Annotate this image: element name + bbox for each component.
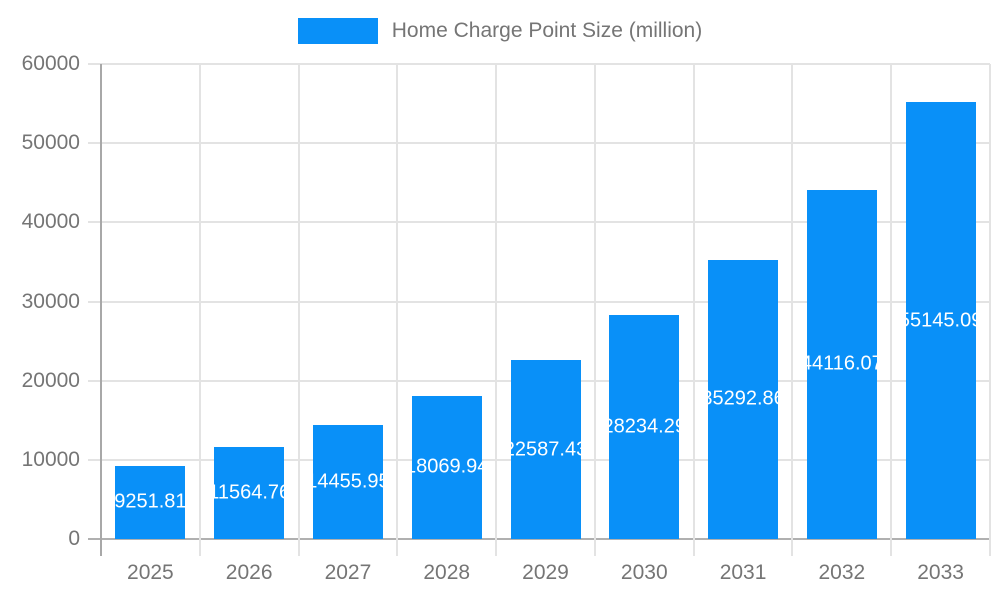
- x-axis-tick-label: 2029: [522, 561, 569, 584]
- x-axis-tick-label: 2027: [324, 561, 372, 584]
- bar-value-label: 18069.94: [412, 455, 482, 478]
- x-axis-tick-label: 2026: [225, 561, 273, 584]
- vertical-gridline: [297, 64, 300, 556]
- vertical-gridline: [890, 64, 893, 556]
- y-axis-tick-label: 50000: [21, 131, 80, 155]
- legend-swatch-icon: [297, 18, 378, 44]
- y-axis-tick-label: 30000: [21, 289, 80, 313]
- x-axis-tick-label: 2025: [127, 561, 174, 584]
- bar-value-label: 22587.43: [511, 438, 581, 461]
- horizontal-gridline: [88, 221, 990, 224]
- y-axis-tick-label: 0: [68, 527, 80, 550]
- vertical-gridline: [989, 64, 991, 556]
- vertical-gridline: [593, 64, 596, 556]
- y-axis-line: [100, 64, 102, 556]
- x-axis-tick-label: 2028: [423, 561, 471, 584]
- vertical-gridline: [396, 64, 399, 556]
- bar-value-label: 44116.07: [807, 352, 877, 375]
- bar: 55145.09: [905, 102, 976, 539]
- y-axis-tick-label: 40000: [21, 210, 80, 234]
- bar: 44116.07: [806, 189, 877, 539]
- x-axis-tick-label: 2031: [719, 561, 767, 584]
- horizontal-gridline: [88, 142, 990, 145]
- x-axis-tick-label: 2033: [917, 561, 964, 584]
- y-axis-tick-label: 20000: [21, 368, 80, 392]
- x-axis-tick-label: 2032: [818, 561, 866, 584]
- bar: 22587.43: [510, 360, 581, 539]
- chart-legend: Home Charge Point Size (million): [0, 14, 1000, 48]
- y-axis-tick-label: 60000: [21, 52, 80, 75]
- horizontal-gridline: [88, 300, 990, 303]
- bar-value-label: 55145.09: [906, 309, 976, 332]
- chart-title: Home Charge Point Size (million): [391, 19, 703, 42]
- bar: 14455.95: [312, 424, 383, 539]
- vertical-gridline: [198, 64, 201, 556]
- bar-value-label: 28234.29: [609, 415, 679, 438]
- bar-value-label: 9251.81: [115, 490, 186, 513]
- bar-value-label: 14455.95: [313, 470, 383, 493]
- y-axis-tick-label: 10000: [21, 447, 80, 471]
- vertical-gridline: [692, 64, 695, 556]
- vertical-gridline: [495, 64, 498, 556]
- bar: 18069.94: [411, 395, 482, 539]
- bar-value-label: 35292.86: [708, 387, 778, 410]
- bar: 28234.29: [609, 315, 680, 539]
- horizontal-gridline: [88, 63, 990, 65]
- bar: 9251.81: [115, 465, 186, 539]
- vertical-gridline: [791, 64, 794, 556]
- x-axis-tick-label: 2030: [620, 561, 668, 584]
- bar: 35292.86: [708, 259, 779, 539]
- x-axis-line: [88, 538, 990, 540]
